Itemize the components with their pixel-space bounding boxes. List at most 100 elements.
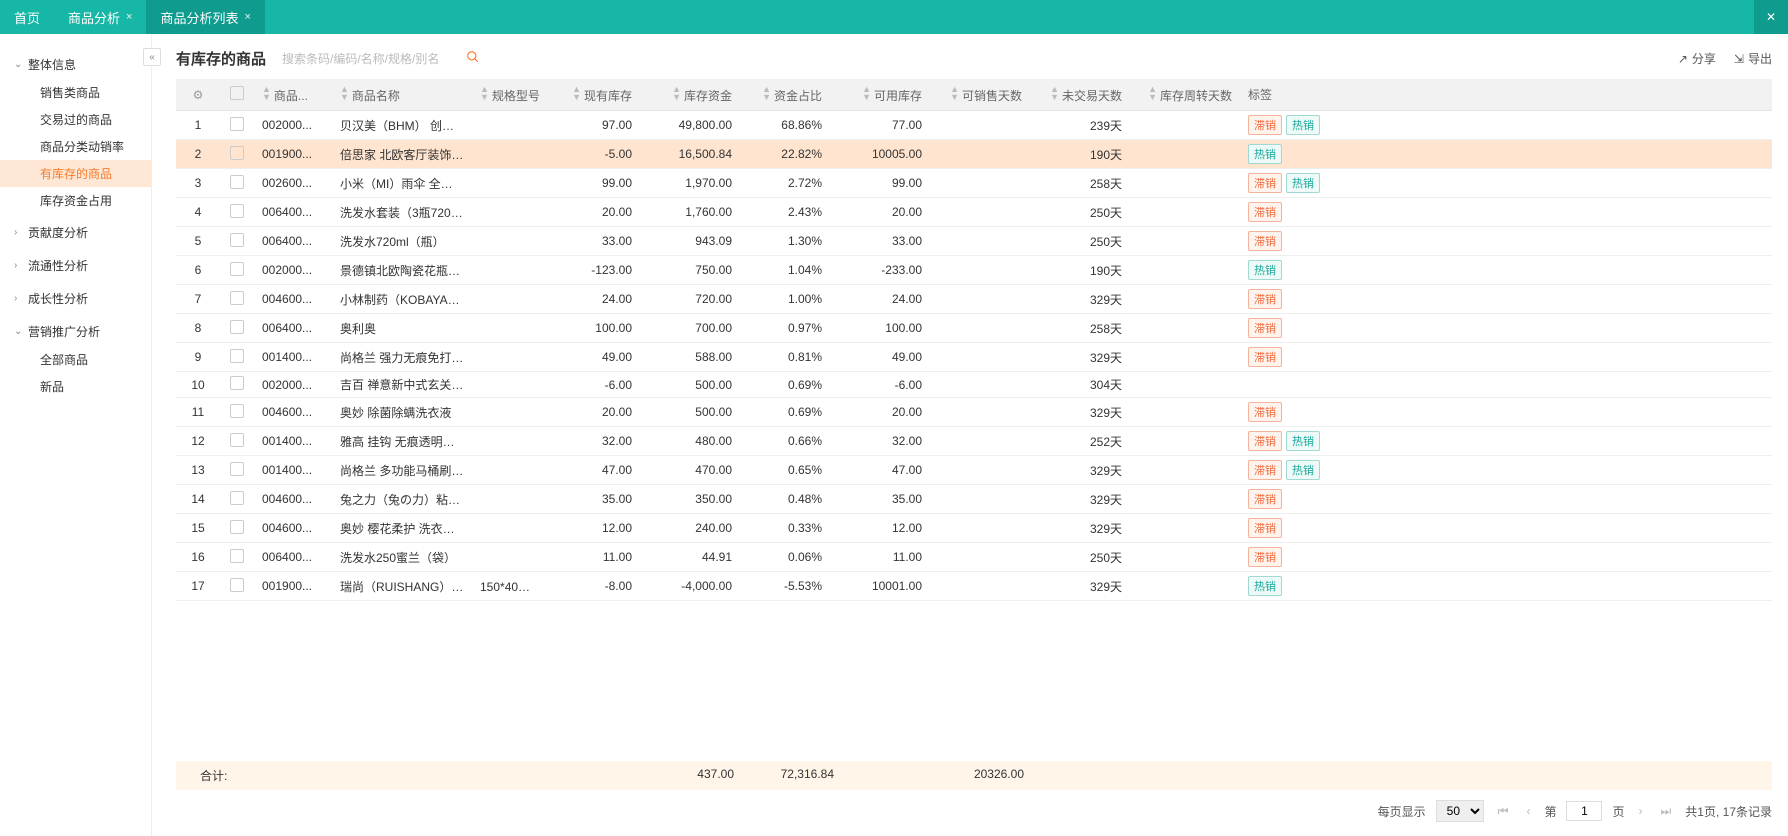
row-checkbox[interactable] [230, 549, 244, 563]
page-number-input[interactable] [1566, 801, 1602, 821]
table-row[interactable]: 15004600...奥妙 樱花柔护 洗衣凝珠 1012.00240.000.3… [176, 514, 1772, 543]
cell: 16,500.84 [640, 140, 740, 169]
cell: 尚格兰 强力无痕免打孔浴室 [332, 343, 472, 372]
row-checkbox[interactable] [230, 204, 244, 218]
last-page-button[interactable]: ⏭ [1656, 804, 1675, 819]
sidebar-item-全部商品[interactable]: 全部商品 [0, 346, 151, 373]
sidebar-item-有库存的商品[interactable]: 有库存的商品 [0, 160, 151, 187]
row-checkbox[interactable] [230, 117, 244, 131]
sidebar-item-销售类商品[interactable]: 销售类商品 [0, 79, 151, 106]
cell: 99.00 [830, 169, 930, 198]
table-row[interactable]: 16006400...洗发水250蜜兰（袋）11.0044.910.06%11.… [176, 543, 1772, 572]
select-all-checkbox[interactable] [230, 86, 244, 100]
next-page-button[interactable]: › [1634, 804, 1646, 818]
tag-slow: 滞销 [1248, 173, 1282, 193]
table-row[interactable]: 13001400...尚格兰 多功能马桶刷套装 马47.00470.000.65… [176, 456, 1772, 485]
table-row[interactable]: 8006400...奥利奥100.00700.000.97%100.00258天… [176, 314, 1772, 343]
col-header-noTrade[interactable]: ▲▼未交易天数 [1030, 79, 1130, 111]
sidebar-item-新品[interactable]: 新品 [0, 373, 151, 400]
col-header-saleDays[interactable]: ▲▼可销售天数 [930, 79, 1030, 111]
col-header-chk [220, 79, 254, 111]
row-checkbox[interactable] [230, 262, 244, 276]
cell: 750.00 [640, 256, 740, 285]
tab-close-icon[interactable]: × [244, 11, 250, 23]
cell: 1.30% [740, 227, 830, 256]
per-page-select[interactable]: 50 [1436, 800, 1484, 822]
col-header-code[interactable]: ▲▼商品... [254, 79, 332, 111]
table-row[interactable]: 2001900...倍思家 北欧客厅装饰画卧室-5.0016,500.8422.… [176, 140, 1772, 169]
tab-商品分析[interactable]: 商品分析× [54, 0, 146, 34]
prev-page-button[interactable]: ‹ [1522, 804, 1534, 818]
table-row[interactable]: 1002000...贝汉美（BHM） 创意北欧简97.0049,800.0068… [176, 111, 1772, 140]
col-header-name[interactable]: ▲▼商品名称 [332, 79, 472, 111]
export-button[interactable]: ⇲ 导出 [1734, 50, 1772, 67]
share-button[interactable]: ↗ 分享 [1678, 50, 1716, 67]
tab-商品分析列表[interactable]: 商品分析列表× [146, 0, 264, 34]
tab-首页[interactable]: 首页 [0, 0, 54, 34]
cell: 1,970.00 [640, 169, 740, 198]
cell: 004600... [254, 514, 332, 543]
sidebar-group-流通性分析[interactable]: ›流通性分析 [0, 251, 151, 280]
sidebar-item-商品分类动销率[interactable]: 商品分类动销率 [0, 133, 151, 160]
row-checkbox[interactable] [230, 462, 244, 476]
cell [220, 372, 254, 398]
cell: 奥妙 樱花柔护 洗衣凝珠 10 [332, 514, 472, 543]
sidebar-collapse-button[interactable]: « [143, 48, 161, 66]
row-checkbox[interactable] [230, 175, 244, 189]
cell [1130, 111, 1240, 140]
search-icon[interactable] [466, 50, 480, 67]
cell: 500.00 [640, 372, 740, 398]
first-page-button[interactable]: ⏮ [1494, 804, 1513, 819]
row-checkbox[interactable] [230, 578, 244, 592]
col-header-fund[interactable]: ▲▼库存资金 [640, 79, 740, 111]
table-row[interactable]: 9001400...尚格兰 强力无痕免打孔浴室49.00588.000.81%4… [176, 343, 1772, 372]
cell: 006400... [254, 198, 332, 227]
sidebar-item-库存资金占用[interactable]: 库存资金占用 [0, 187, 151, 214]
chevron-icon: › [14, 293, 24, 304]
col-header-pct[interactable]: ▲▼资金占比 [740, 79, 830, 111]
gear-icon[interactable]: ⚙ [193, 88, 204, 102]
tab-close-icon[interactable]: × [126, 11, 132, 23]
row-checkbox[interactable] [230, 404, 244, 418]
cell: 100.00 [550, 314, 640, 343]
sidebar-item-交易过的商品[interactable]: 交易过的商品 [0, 106, 151, 133]
row-checkbox[interactable] [230, 320, 244, 334]
tag-hot: 热销 [1286, 173, 1320, 193]
close-all-tabs-button[interactable]: ✕ [1754, 0, 1788, 34]
row-checkbox[interactable] [230, 349, 244, 363]
row-checkbox[interactable] [230, 233, 244, 247]
cell: 0.06% [740, 543, 830, 572]
col-header-avail[interactable]: ▲▼可用库存 [830, 79, 930, 111]
sort-icon: ▲▼ [262, 85, 271, 101]
table-row[interactable]: 5006400...洗发水720ml（瓶）33.00943.091.30%33.… [176, 227, 1772, 256]
sidebar-group-整体信息[interactable]: ⌄整体信息 [0, 50, 151, 79]
row-checkbox[interactable] [230, 291, 244, 305]
row-checkbox[interactable] [230, 376, 244, 390]
table-row[interactable]: 17001900...瑞尚（RUISHANG） 卧室床150*40厘米-8.00… [176, 572, 1772, 601]
table-row[interactable]: 11004600...奥妙 除菌除螨洗衣液20.00500.000.69%20.… [176, 398, 1772, 427]
cell [930, 285, 1030, 314]
cell: 33.00 [550, 227, 640, 256]
table-row[interactable]: 12001400...雅高 挂钩 无痕透明粘钩 强32.00480.000.66… [176, 427, 1772, 456]
search-wrap [282, 50, 480, 67]
tag-slow: 滞销 [1248, 489, 1282, 509]
table-row[interactable]: 14004600...兔之力（兔の力）粘毛器粘35.00350.000.48%3… [176, 485, 1772, 514]
cell [1130, 485, 1240, 514]
table-row[interactable]: 10002000...吉百 禅意新中式玄关摆件套-6.00500.000.69%… [176, 372, 1772, 398]
sidebar-group-贡献度分析[interactable]: ›贡献度分析 [0, 218, 151, 247]
table-row[interactable]: 6002000...景德镇北欧陶瓷花瓶摆件 优-123.00750.001.04… [176, 256, 1772, 285]
col-header-stock[interactable]: ▲▼现有库存 [550, 79, 640, 111]
row-checkbox[interactable] [230, 491, 244, 505]
search-input[interactable] [282, 52, 462, 66]
row-checkbox[interactable] [230, 520, 244, 534]
sidebar-group-成长性分析[interactable]: ›成长性分析 [0, 284, 151, 313]
table-row[interactable]: 7004600...小林制药（KOBAYASHI）E24.00720.001.0… [176, 285, 1772, 314]
table-row[interactable]: 4006400...洗发水套装（3瓶720ml+1瓶20.001,760.002… [176, 198, 1772, 227]
col-header-turnDays[interactable]: ▲▼库存周转天数 [1130, 79, 1240, 111]
row-checkbox[interactable] [230, 433, 244, 447]
table-row[interactable]: 3002600...小米（MI）雨伞 全自动折叠99.001,970.002.7… [176, 169, 1772, 198]
row-checkbox[interactable] [230, 146, 244, 160]
col-header-spec[interactable]: ▲▼规格型号 [472, 79, 550, 111]
cell: 329天 [1030, 485, 1130, 514]
sidebar-group-营销推广分析[interactable]: ⌄营销推广分析 [0, 317, 151, 346]
